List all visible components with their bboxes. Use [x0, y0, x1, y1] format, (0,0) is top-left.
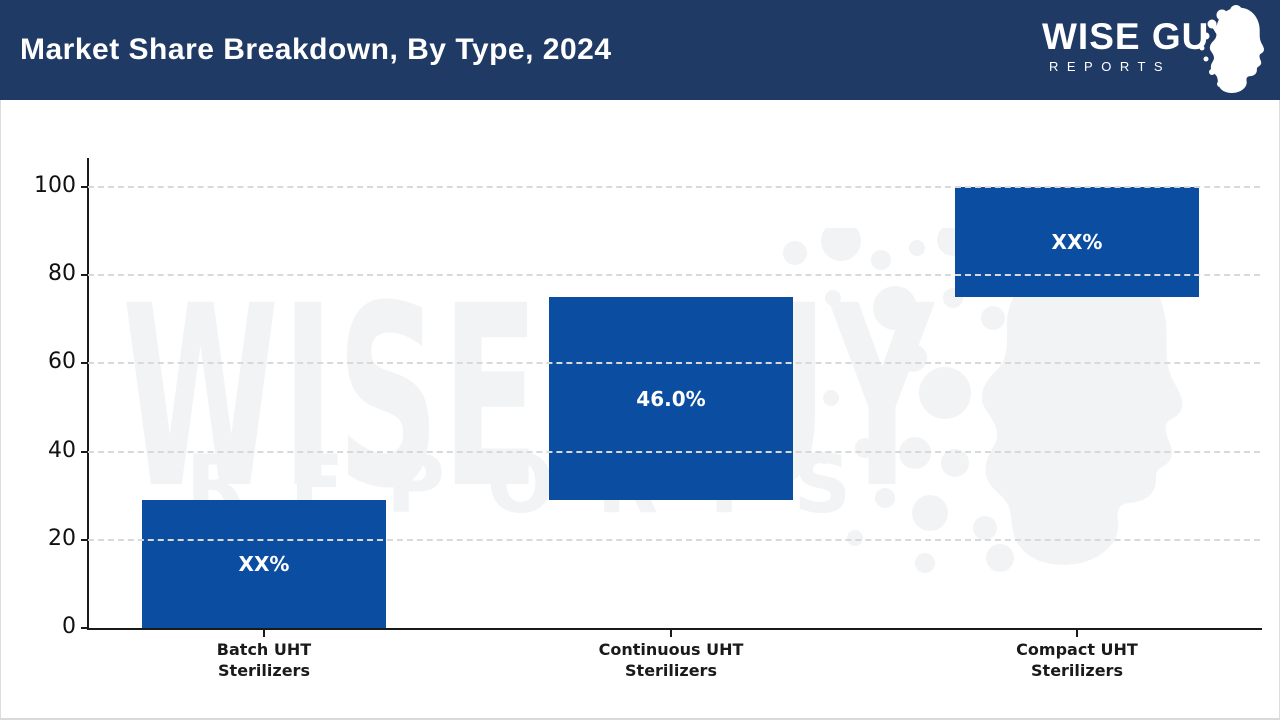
- y-tick-label: 60: [48, 349, 76, 375]
- gridline: [88, 538, 1260, 541]
- x-tick-mark: [263, 630, 265, 637]
- watermark-text: WISE GUY: [122, 252, 936, 543]
- y-tick-label: 100: [34, 173, 76, 198]
- y-tick-mark: [81, 450, 88, 453]
- y-tick-label: 80: [48, 261, 76, 287]
- y-tick-label: 0: [62, 614, 76, 639]
- gridline: [88, 186, 1260, 188]
- gridline: [88, 362, 1260, 365]
- logo-reports-text: REPORTS: [1049, 59, 1172, 74]
- x-tick-mark: [670, 630, 672, 637]
- x-category-label: Compact UHT Sterilizers: [1016, 640, 1138, 680]
- page-title: Market Share Breakdown, By Type, 2024: [20, 33, 612, 66]
- bar-value-label: 46.0%: [636, 386, 706, 411]
- bar: XX%: [142, 500, 386, 628]
- y-tick-label: 20: [48, 525, 76, 551]
- y-axis-spine: [87, 158, 89, 630]
- chart: 0 20 40 60 80 100 XX% Batch UHT Sterilizers 46.0…: [0, 100, 1280, 720]
- watermark-face-icon: [783, 228, 1183, 573]
- x-axis-spine: [87, 628, 1262, 630]
- x-category-label: Continuous UHT Sterilizers: [598, 640, 744, 680]
- y-tick-mark: [81, 362, 88, 365]
- gridline: [88, 450, 1260, 453]
- y-tick-mark: [81, 186, 88, 188]
- bottom-border: [0, 718, 1280, 720]
- left-border: [0, 100, 1, 720]
- y-tick-mark: [81, 538, 88, 541]
- y-tick-label: 40: [48, 437, 76, 463]
- x-tick-mark: [1076, 630, 1078, 637]
- logo-face-icon: [1199, 5, 1264, 93]
- bar: XX%: [955, 187, 1199, 298]
- bar: 46.0%: [549, 297, 793, 501]
- bar-value-label: XX%: [1051, 230, 1103, 255]
- header: Market Share Breakdown, By Type, 2024 WI…: [0, 0, 1280, 100]
- y-tick-mark: [81, 274, 88, 277]
- bar-value-label: XX%: [238, 552, 290, 577]
- x-category-label: Batch UHT Sterilizers: [216, 640, 312, 680]
- gridline: [88, 274, 1260, 277]
- y-tick-mark: [81, 627, 88, 629]
